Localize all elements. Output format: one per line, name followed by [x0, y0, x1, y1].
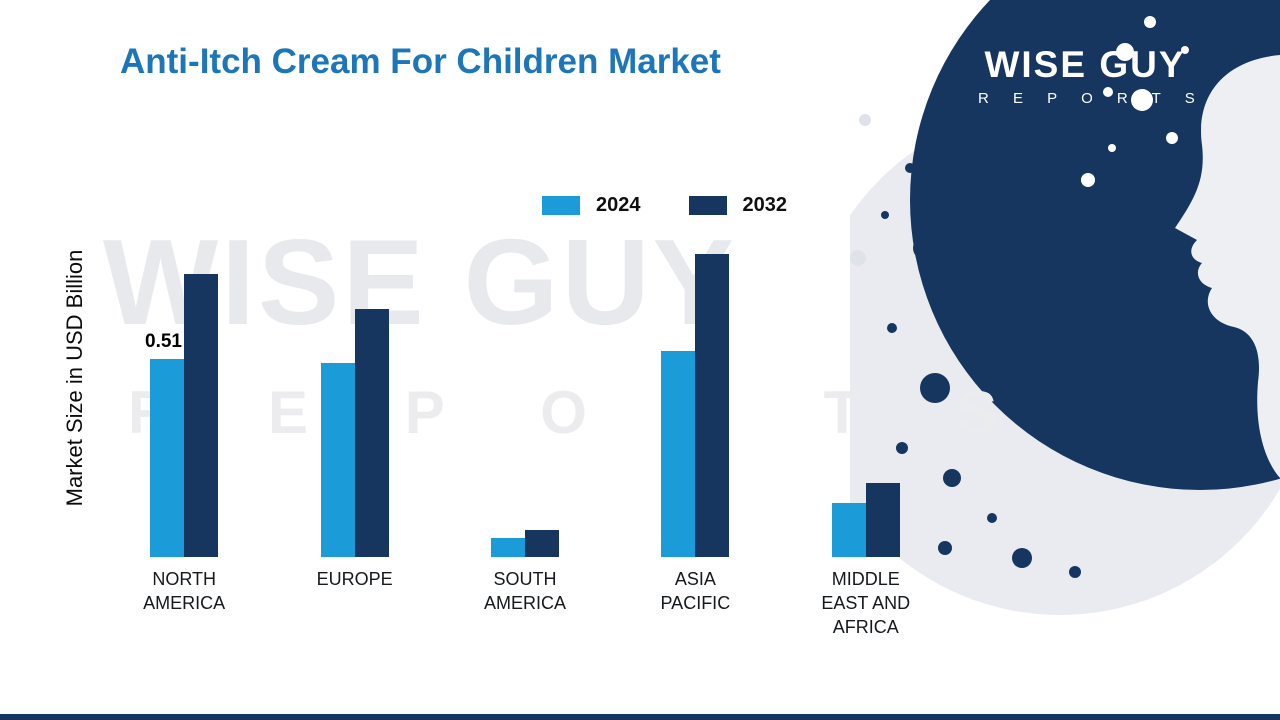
bar-group: MIDDLE EAST AND AFRICA — [781, 227, 951, 639]
bar-group: 0.51 NORTH AMERICA — [99, 227, 269, 616]
logo-wiseguy-text: WISE GUY — [984, 44, 1186, 85]
bar-2032-europe — [354, 309, 389, 557]
y-axis-label: Market Size in USD Billion — [62, 249, 87, 507]
bar-2032-middle-east-and-africa — [865, 483, 900, 557]
face-profile-shape — [1175, 55, 1280, 478]
logo-reports-text: R E P O R T S — [978, 90, 1205, 107]
decorative-navy-blob — [910, 0, 1280, 490]
logo: WISE GUY R E P O R T S — [978, 44, 1205, 107]
bar-pair — [661, 227, 730, 557]
bar-2032-north-america — [184, 274, 219, 557]
bar-group: SOUTH AMERICA — [440, 227, 610, 616]
legend-swatch-2024 — [542, 196, 580, 215]
bar-value-label: 0.51 — [144, 331, 182, 352]
bar-2032-asia-pacific — [695, 254, 730, 557]
legend-swatch-2032 — [688, 196, 727, 215]
bar-2024-europe — [320, 363, 355, 557]
bar-2024-middle-east-and-africa — [831, 503, 866, 557]
category-label: EUROPE — [316, 569, 393, 589]
bar-2024-north-america: 0.51 — [145, 331, 185, 557]
legend-label-2032: 2032 — [742, 194, 788, 216]
legend-label-2024: 2024 — [596, 194, 641, 216]
bar-2032-south-america — [524, 530, 559, 557]
bar-pair — [831, 227, 900, 557]
category-label: MIDDLE EAST AND AFRICA — [821, 569, 911, 637]
category-label: SOUTH AMERICA — [483, 569, 566, 613]
decorative-face-graphic — [850, 0, 1280, 615]
bar-pair — [490, 227, 559, 557]
page-title: Anti-Itch Cream For Children Market — [120, 42, 721, 81]
bar-group: EUROPE — [270, 227, 440, 592]
bar-group: ASIA PACIFIC — [610, 227, 780, 616]
bottom-accent-bar — [0, 714, 1280, 720]
category-label: NORTH AMERICA — [143, 569, 226, 613]
navy-dots — [881, 33, 1081, 578]
category-label: ASIA PACIFIC — [660, 569, 731, 613]
bar-2024-asia-pacific — [661, 351, 696, 557]
legend-item-2032: 2032 — [688, 194, 788, 217]
white-dots — [1081, 16, 1189, 187]
bar-pair — [320, 227, 389, 557]
bar-chart: 0.51 NORTH AMERICA EUROPE SOUTH AMERICA ASIA… — [99, 227, 951, 639]
bar-2024-south-america — [490, 538, 525, 557]
bar-pair: 0.51 — [145, 227, 219, 557]
legend-item-2024: 2024 — [542, 194, 641, 217]
watermark-reports: R E P O R T S — [128, 379, 1037, 446]
legend: 2024 2032 — [542, 194, 787, 217]
